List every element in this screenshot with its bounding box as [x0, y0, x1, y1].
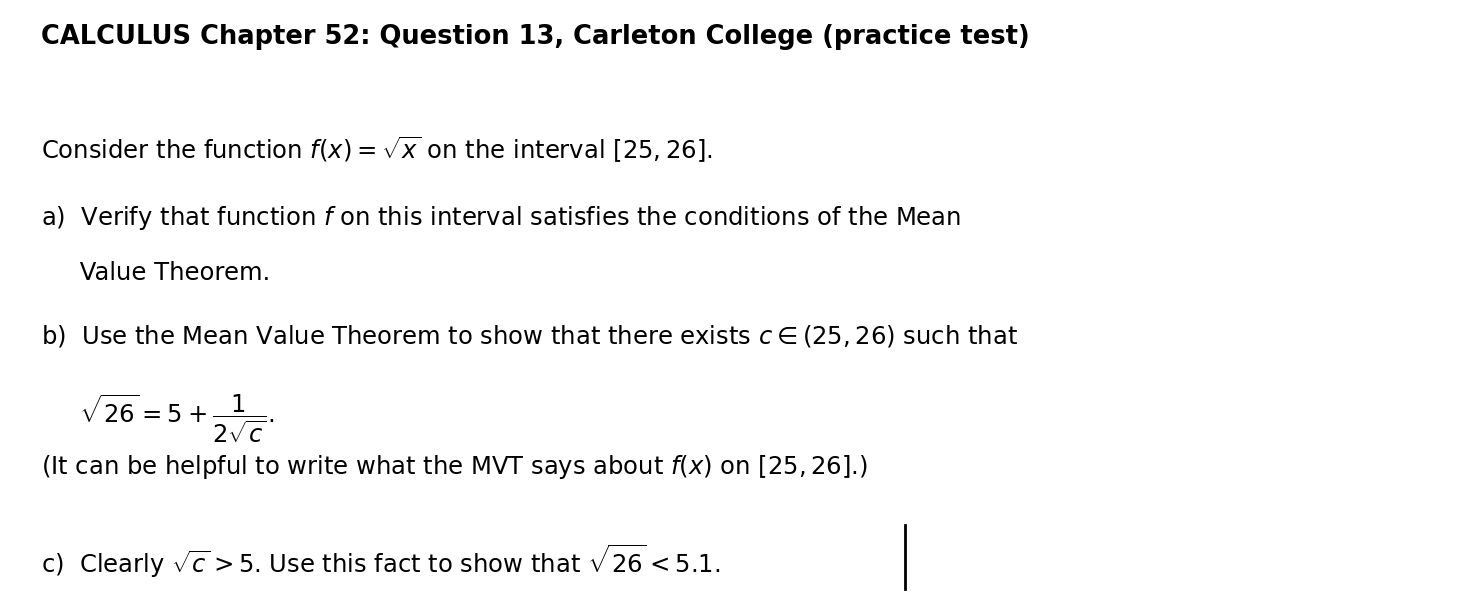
Text: b)  Use the Mean Value Theorem to show that there exists $c \in (25,26)$ such th: b) Use the Mean Value Theorem to show th…	[41, 323, 1018, 349]
Text: Value Theorem.: Value Theorem.	[41, 261, 271, 285]
Text: Consider the function $f(x) = \sqrt{x}$ on the interval $[25,26]$.: Consider the function $f(x) = \sqrt{x}$ …	[41, 135, 712, 165]
Text: $\sqrt{26} = 5 + \dfrac{1}{2\sqrt{c}}.$: $\sqrt{26} = 5 + \dfrac{1}{2\sqrt{c}}.$	[41, 393, 275, 445]
Text: a)  Verify that function $f$ on this interval satisfies the conditions of the Me: a) Verify that function $f$ on this inte…	[41, 204, 961, 232]
Text: CALCULUS Chapter 52: Question 13, Carleton College (practice test): CALCULUS Chapter 52: Question 13, Carlet…	[41, 24, 1030, 50]
Text: c)  Clearly $\sqrt{c} > 5$. Use this fact to show that $\sqrt{26} < 5.1.$: c) Clearly $\sqrt{c} > 5$. Use this fact…	[41, 543, 720, 580]
Text: (It can be helpful to write what the MVT says about $f(x)$ on $[25,26]$.): (It can be helpful to write what the MVT…	[41, 453, 868, 481]
